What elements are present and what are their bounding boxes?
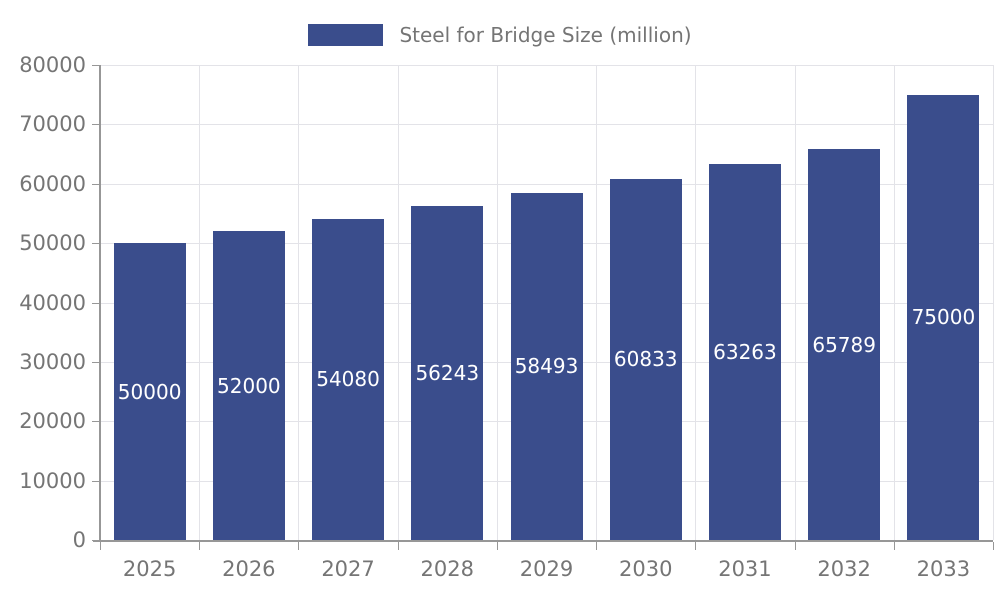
bar-value-label: 54080 bbox=[316, 367, 380, 392]
gridline-v bbox=[298, 65, 300, 540]
y-axis-tick bbox=[92, 361, 100, 363]
bar-value-label: 50000 bbox=[117, 379, 182, 404]
y-axis-tick bbox=[92, 302, 100, 304]
x-axis-line bbox=[93, 540, 993, 542]
bar-value-label: 52000 bbox=[217, 373, 281, 398]
legend-swatch bbox=[308, 24, 384, 46]
gridline-h bbox=[100, 65, 993, 66]
y-axis-label: 60000 bbox=[19, 171, 86, 196]
y-axis-line bbox=[99, 65, 101, 542]
x-axis-label: 2026 bbox=[222, 557, 276, 581]
y-axis-tick bbox=[92, 480, 100, 482]
y-axis-label: 50000 bbox=[19, 231, 86, 256]
bar-2029: 58493 bbox=[510, 192, 583, 540]
legend: Steel for Bridge Size (million) bbox=[0, 23, 1000, 47]
x-axis-label: 2028 bbox=[420, 557, 474, 581]
bar-value-label: 63263 bbox=[713, 340, 777, 365]
x-axis-tick bbox=[496, 542, 498, 550]
y-axis-tick bbox=[92, 243, 100, 245]
x-axis-tick bbox=[695, 542, 697, 550]
gridline-v bbox=[397, 65, 399, 540]
gridline-v bbox=[893, 65, 895, 540]
y-axis-tick bbox=[92, 421, 100, 423]
x-axis-tick bbox=[298, 542, 300, 550]
bar-2031: 63263 bbox=[708, 164, 781, 540]
legend-label: Steel for Bridge Size (million) bbox=[399, 23, 692, 47]
y-axis-label: 80000 bbox=[19, 53, 86, 77]
bar-value-label: 60833 bbox=[613, 347, 678, 372]
gridline-h bbox=[100, 124, 993, 126]
y-axis-label: 0 bbox=[72, 528, 86, 552]
bar-2028: 56243 bbox=[411, 206, 484, 540]
bar-2030: 60833 bbox=[609, 178, 682, 540]
gridline-v bbox=[695, 65, 697, 540]
x-axis-tick bbox=[596, 542, 598, 550]
x-axis-label: 2025 bbox=[122, 557, 177, 581]
plot-area: 50000 52000 54080 56243 58493 60833 63263 65789… bbox=[100, 65, 994, 540]
y-axis-label: 40000 bbox=[19, 290, 86, 315]
y-axis-label: 10000 bbox=[19, 468, 86, 493]
bar-value-label: 56243 bbox=[415, 361, 480, 386]
bar-value-label: 75000 bbox=[911, 305, 976, 330]
x-axis-tick bbox=[100, 542, 101, 550]
bar-2027: 54080 bbox=[312, 218, 385, 540]
x-axis-tick bbox=[794, 542, 796, 550]
gridline-v bbox=[199, 65, 201, 540]
y-axis-tick bbox=[92, 540, 100, 541]
bar-2026: 52000 bbox=[212, 231, 285, 540]
x-axis-label: 2033 bbox=[916, 557, 971, 581]
x-axis-tick bbox=[893, 542, 895, 550]
x-axis-tick bbox=[199, 542, 201, 550]
y-axis-tick bbox=[92, 124, 100, 126]
bar-2032: 65789 bbox=[808, 149, 881, 540]
gridline-v bbox=[993, 65, 994, 540]
y-axis-label: 70000 bbox=[19, 112, 86, 137]
x-axis-label: 2031 bbox=[718, 557, 772, 581]
bar-2025: 50000 bbox=[113, 243, 186, 540]
bar-2033: 75000 bbox=[907, 94, 980, 540]
gridline-v bbox=[596, 65, 598, 540]
y-axis-tick bbox=[92, 65, 100, 66]
x-axis-tick bbox=[993, 542, 994, 550]
x-axis-label: 2027 bbox=[321, 557, 375, 581]
y-axis-tick bbox=[92, 183, 100, 185]
y-axis-label: 30000 bbox=[19, 349, 86, 374]
gridline-v bbox=[496, 65, 498, 540]
bar-value-label: 58493 bbox=[514, 354, 579, 379]
x-axis-label: 2032 bbox=[817, 557, 871, 581]
x-axis-label: 2029 bbox=[519, 557, 574, 581]
x-axis-tick bbox=[397, 542, 399, 550]
y-axis-label: 20000 bbox=[19, 409, 86, 434]
gridline-v bbox=[794, 65, 796, 540]
x-axis-label: 2030 bbox=[618, 557, 673, 581]
bar-value-label: 65789 bbox=[812, 332, 876, 357]
gridline-h bbox=[100, 183, 993, 185]
